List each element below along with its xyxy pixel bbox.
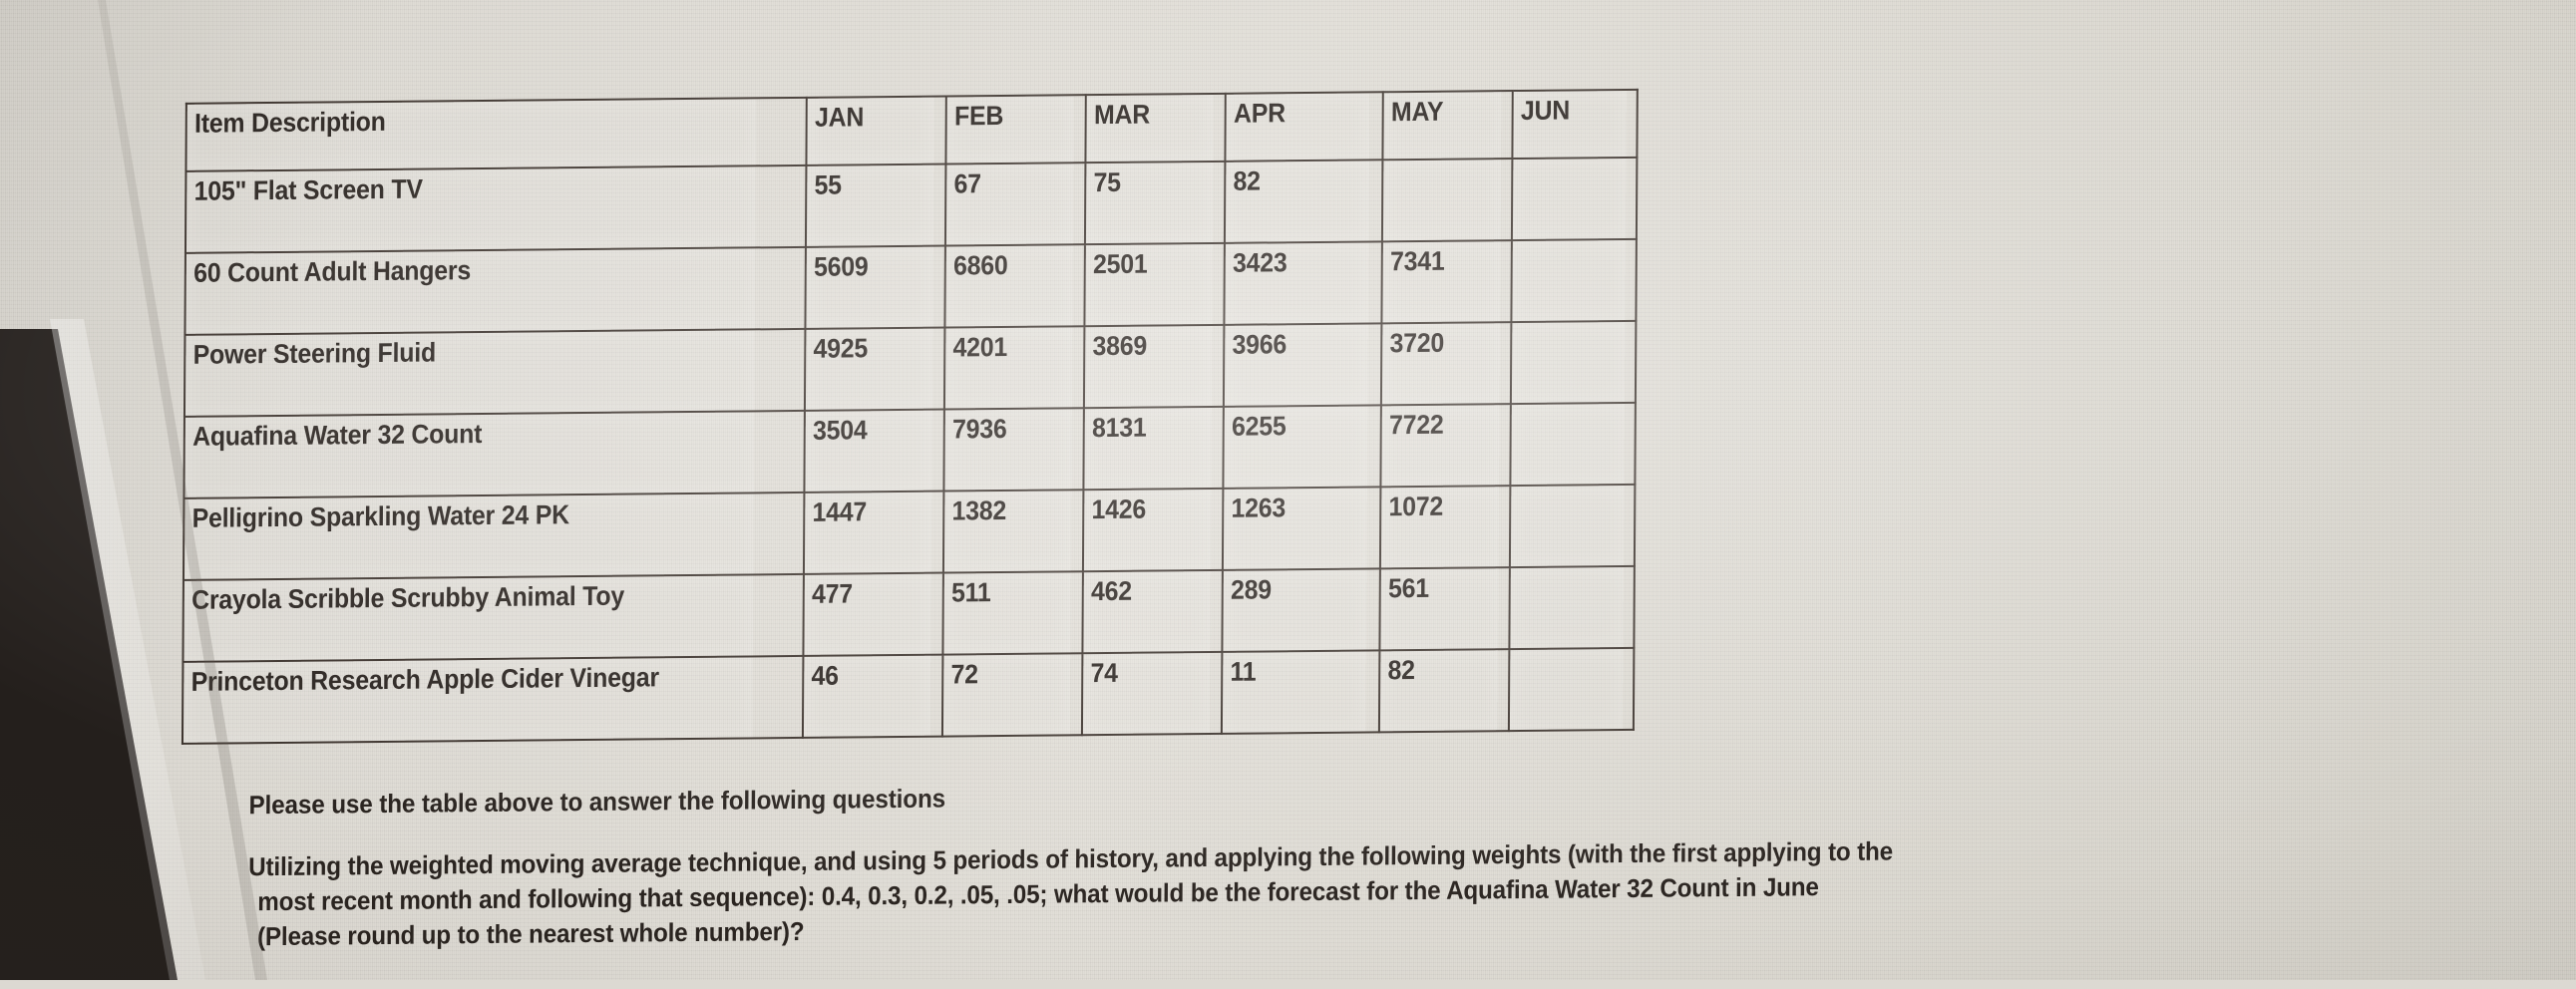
cell-jun (1508, 648, 1625, 732)
cell-apr: 11 (1221, 650, 1367, 734)
column-header-may: MAY (1382, 91, 1503, 161)
table-row: Pelligrino Sparkling Water 24 PK 1447 13… (183, 485, 1635, 580)
cell-feb: 67 (944, 163, 1075, 246)
column-header-feb: FEB (945, 95, 1075, 165)
cell-may: 1072 (1379, 486, 1501, 569)
cell-item-description: 60 Count Adult Hangers (184, 247, 757, 335)
cell-feb: 72 (941, 653, 1072, 737)
cell-jan: 1447 (803, 491, 933, 574)
cell-mar: 2501 (1084, 242, 1214, 327)
cell-jan: 5609 (805, 245, 934, 329)
table-row: Power Steering Fluid 4925 4201 3869 3966… (184, 320, 1636, 417)
cell-jun (1509, 485, 1626, 568)
cell-apr: 3423 (1224, 241, 1370, 325)
cell-mar: 74 (1081, 651, 1212, 736)
cell-feb: 1382 (942, 490, 1073, 573)
cell-feb: 4201 (943, 326, 1074, 410)
cell-jun (1511, 238, 1627, 323)
table-row: 105" Flat Screen TV 55 67 75 82 (184, 157, 1637, 253)
table-row: Princeton Research Apple Cider Vinegar 4… (182, 648, 1634, 744)
cell-item-description: 105" Flat Screen TV (184, 165, 757, 253)
cell-may: 7341 (1381, 240, 1502, 324)
cell-apr: 3966 (1223, 323, 1369, 407)
cell-apr: 1263 (1222, 487, 1368, 570)
cell-item-description: Power Steering Fluid (184, 329, 756, 417)
column-header-mar: MAR (1085, 93, 1215, 164)
cell-jan: 3504 (804, 409, 933, 493)
inventory-table-container: Item Description JAN FEB MAR APR MAY JUN… (182, 89, 1639, 745)
cell-may: 3720 (1380, 322, 1502, 406)
table-row: Crayola Scribble Scrubby Animal Toy 477 … (183, 566, 1634, 662)
cell-feb: 511 (942, 571, 1072, 655)
question-paragraph: Utilizing the weighted moving average te… (248, 829, 2327, 954)
cell-jun (1510, 320, 1627, 405)
instruction-line: Please use the table above to answer the… (248, 783, 946, 821)
cell-jan: 477 (803, 572, 932, 656)
cell-mar: 8131 (1083, 406, 1213, 491)
inventory-table: Item Description JAN FEB MAR APR MAY JUN… (182, 89, 1639, 745)
column-header-apr: APR (1225, 92, 1371, 162)
cell-apr: 289 (1222, 568, 1368, 652)
cell-may: 7722 (1380, 404, 1501, 488)
cell-mar: 1426 (1082, 488, 1213, 572)
cell-may: 82 (1378, 649, 1500, 733)
table-row: 60 Count Adult Hangers 5609 6860 2501 34… (184, 238, 1636, 335)
cell-jan: 46 (802, 654, 932, 738)
cell-jun (1510, 402, 1626, 487)
cell-item-description: Aquafina Water 32 Count (184, 411, 756, 498)
table-row: Aquafina Water 32 Count 3504 7936 8131 6… (184, 402, 1635, 498)
cell-item-description: Pelligrino Sparkling Water 24 PK (183, 493, 755, 580)
column-header-jun: JUN (1512, 89, 1628, 160)
cell-apr: 82 (1224, 160, 1370, 243)
cell-item-description: Princeton Research Apple Cider Vinegar (182, 656, 754, 744)
column-header-item-description: Item Description (185, 98, 758, 171)
cell-feb: 7936 (943, 408, 1073, 492)
cell-jan: 55 (805, 164, 935, 247)
cell-mar: 3869 (1083, 324, 1214, 409)
cell-jun (1511, 157, 1628, 241)
question-block: Please use the table above to answer the… (248, 770, 2364, 954)
cell-may: 561 (1379, 567, 1500, 651)
cell-jan: 4925 (804, 327, 934, 411)
cell-jun (1509, 566, 1625, 650)
cell-apr: 6255 (1223, 405, 1369, 489)
cell-feb: 6860 (944, 244, 1074, 328)
column-header-jan: JAN (806, 96, 935, 165)
cell-may (1381, 159, 1503, 242)
cell-mar: 462 (1082, 569, 1212, 654)
cell-item-description: Crayola Scribble Scrubby Animal Toy (183, 574, 755, 662)
cell-mar: 75 (1084, 161, 1215, 245)
